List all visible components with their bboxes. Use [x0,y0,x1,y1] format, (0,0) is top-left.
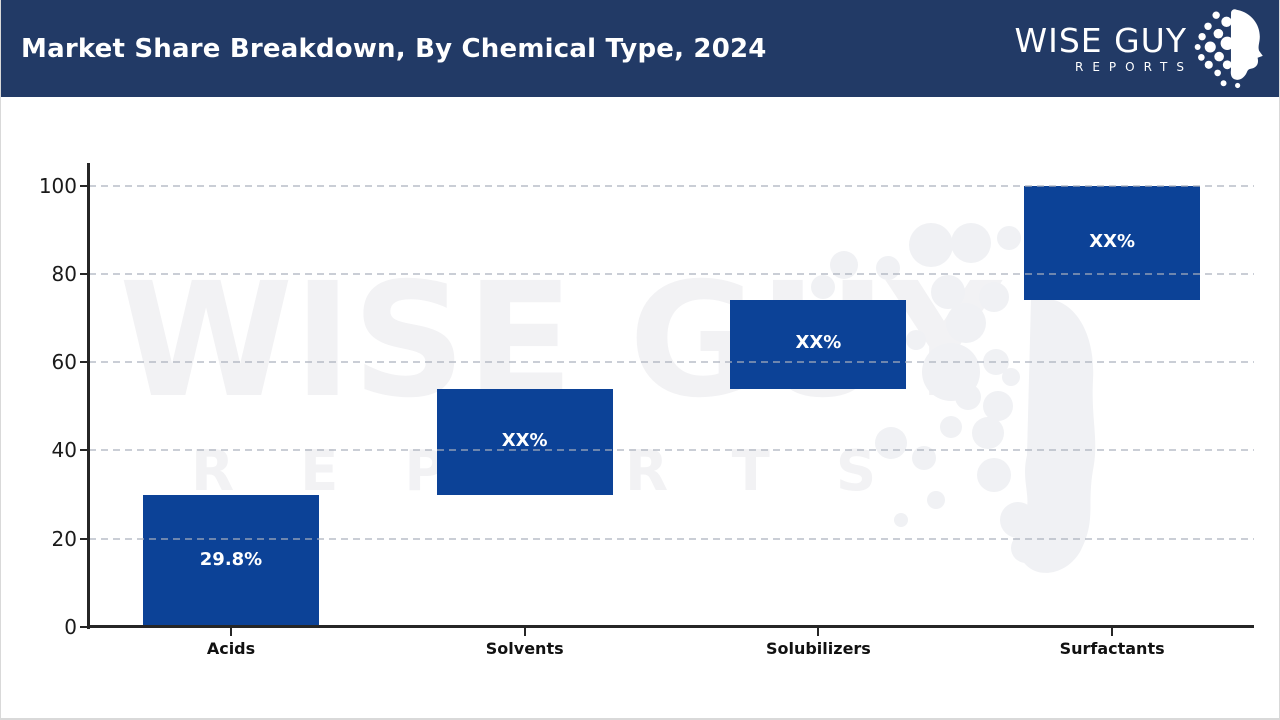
y-gridline [89,272,1254,275]
x-tick-label: Solubilizers [765,639,871,658]
x-tick-label: Surfactants [1059,639,1165,658]
y-gridline [89,361,1254,364]
y-tick-label: 80 [51,261,77,286]
wise-guy-reports-logo: WISE GUY REPORTS [1014,5,1265,93]
y-tick-label: 20 [51,526,77,551]
logo-line1: WISE GUY [1014,20,1187,60]
y-tick-mark [80,184,88,187]
bar-value-label: 29.8% [199,549,263,571]
y-tick-mark [80,361,88,364]
bar-acids [143,495,319,627]
y-tick-label: 0 [64,615,77,639]
axis-spine-bottom [87,625,1254,628]
bar-value-label: XX% [501,430,548,451]
y-tick-mark [80,449,88,452]
logo-wordmark: WISE GUY REPORTS [1014,24,1187,74]
dotted-head-icon [1191,5,1265,93]
y-gridline [89,537,1254,540]
x-tick-mark [817,628,820,636]
axis-spine-left [87,163,90,629]
y-tick-label: 40 [51,438,77,463]
bar-value-label: XX% [1089,230,1135,252]
x-tick-label: Solvents [485,639,564,658]
x-tick-label: Acids [206,639,256,658]
x-tick-mark [523,628,526,636]
logo-line2: REPORTS [1074,59,1193,74]
y-gridline [89,184,1254,187]
bar-solubilizers [730,300,907,389]
x-tick-mark [230,628,232,636]
header-bar: Market Share Breakdown, By Chemical Type… [1,0,1279,97]
x-tick-mark [1111,628,1114,636]
y-tick-mark [80,626,88,628]
y-tick-label: 100 [38,173,77,198]
y-tick-mark [80,272,88,275]
bar-value-label: XX% [795,332,842,354]
bar-surfactants [1024,185,1201,301]
y-tick-label: 60 [51,350,77,375]
page-title: Market Share Breakdown, By Chemical Type… [21,33,767,64]
y-gridline [89,449,1254,452]
y-tick-mark [80,537,88,540]
bar-solvents [436,388,613,496]
